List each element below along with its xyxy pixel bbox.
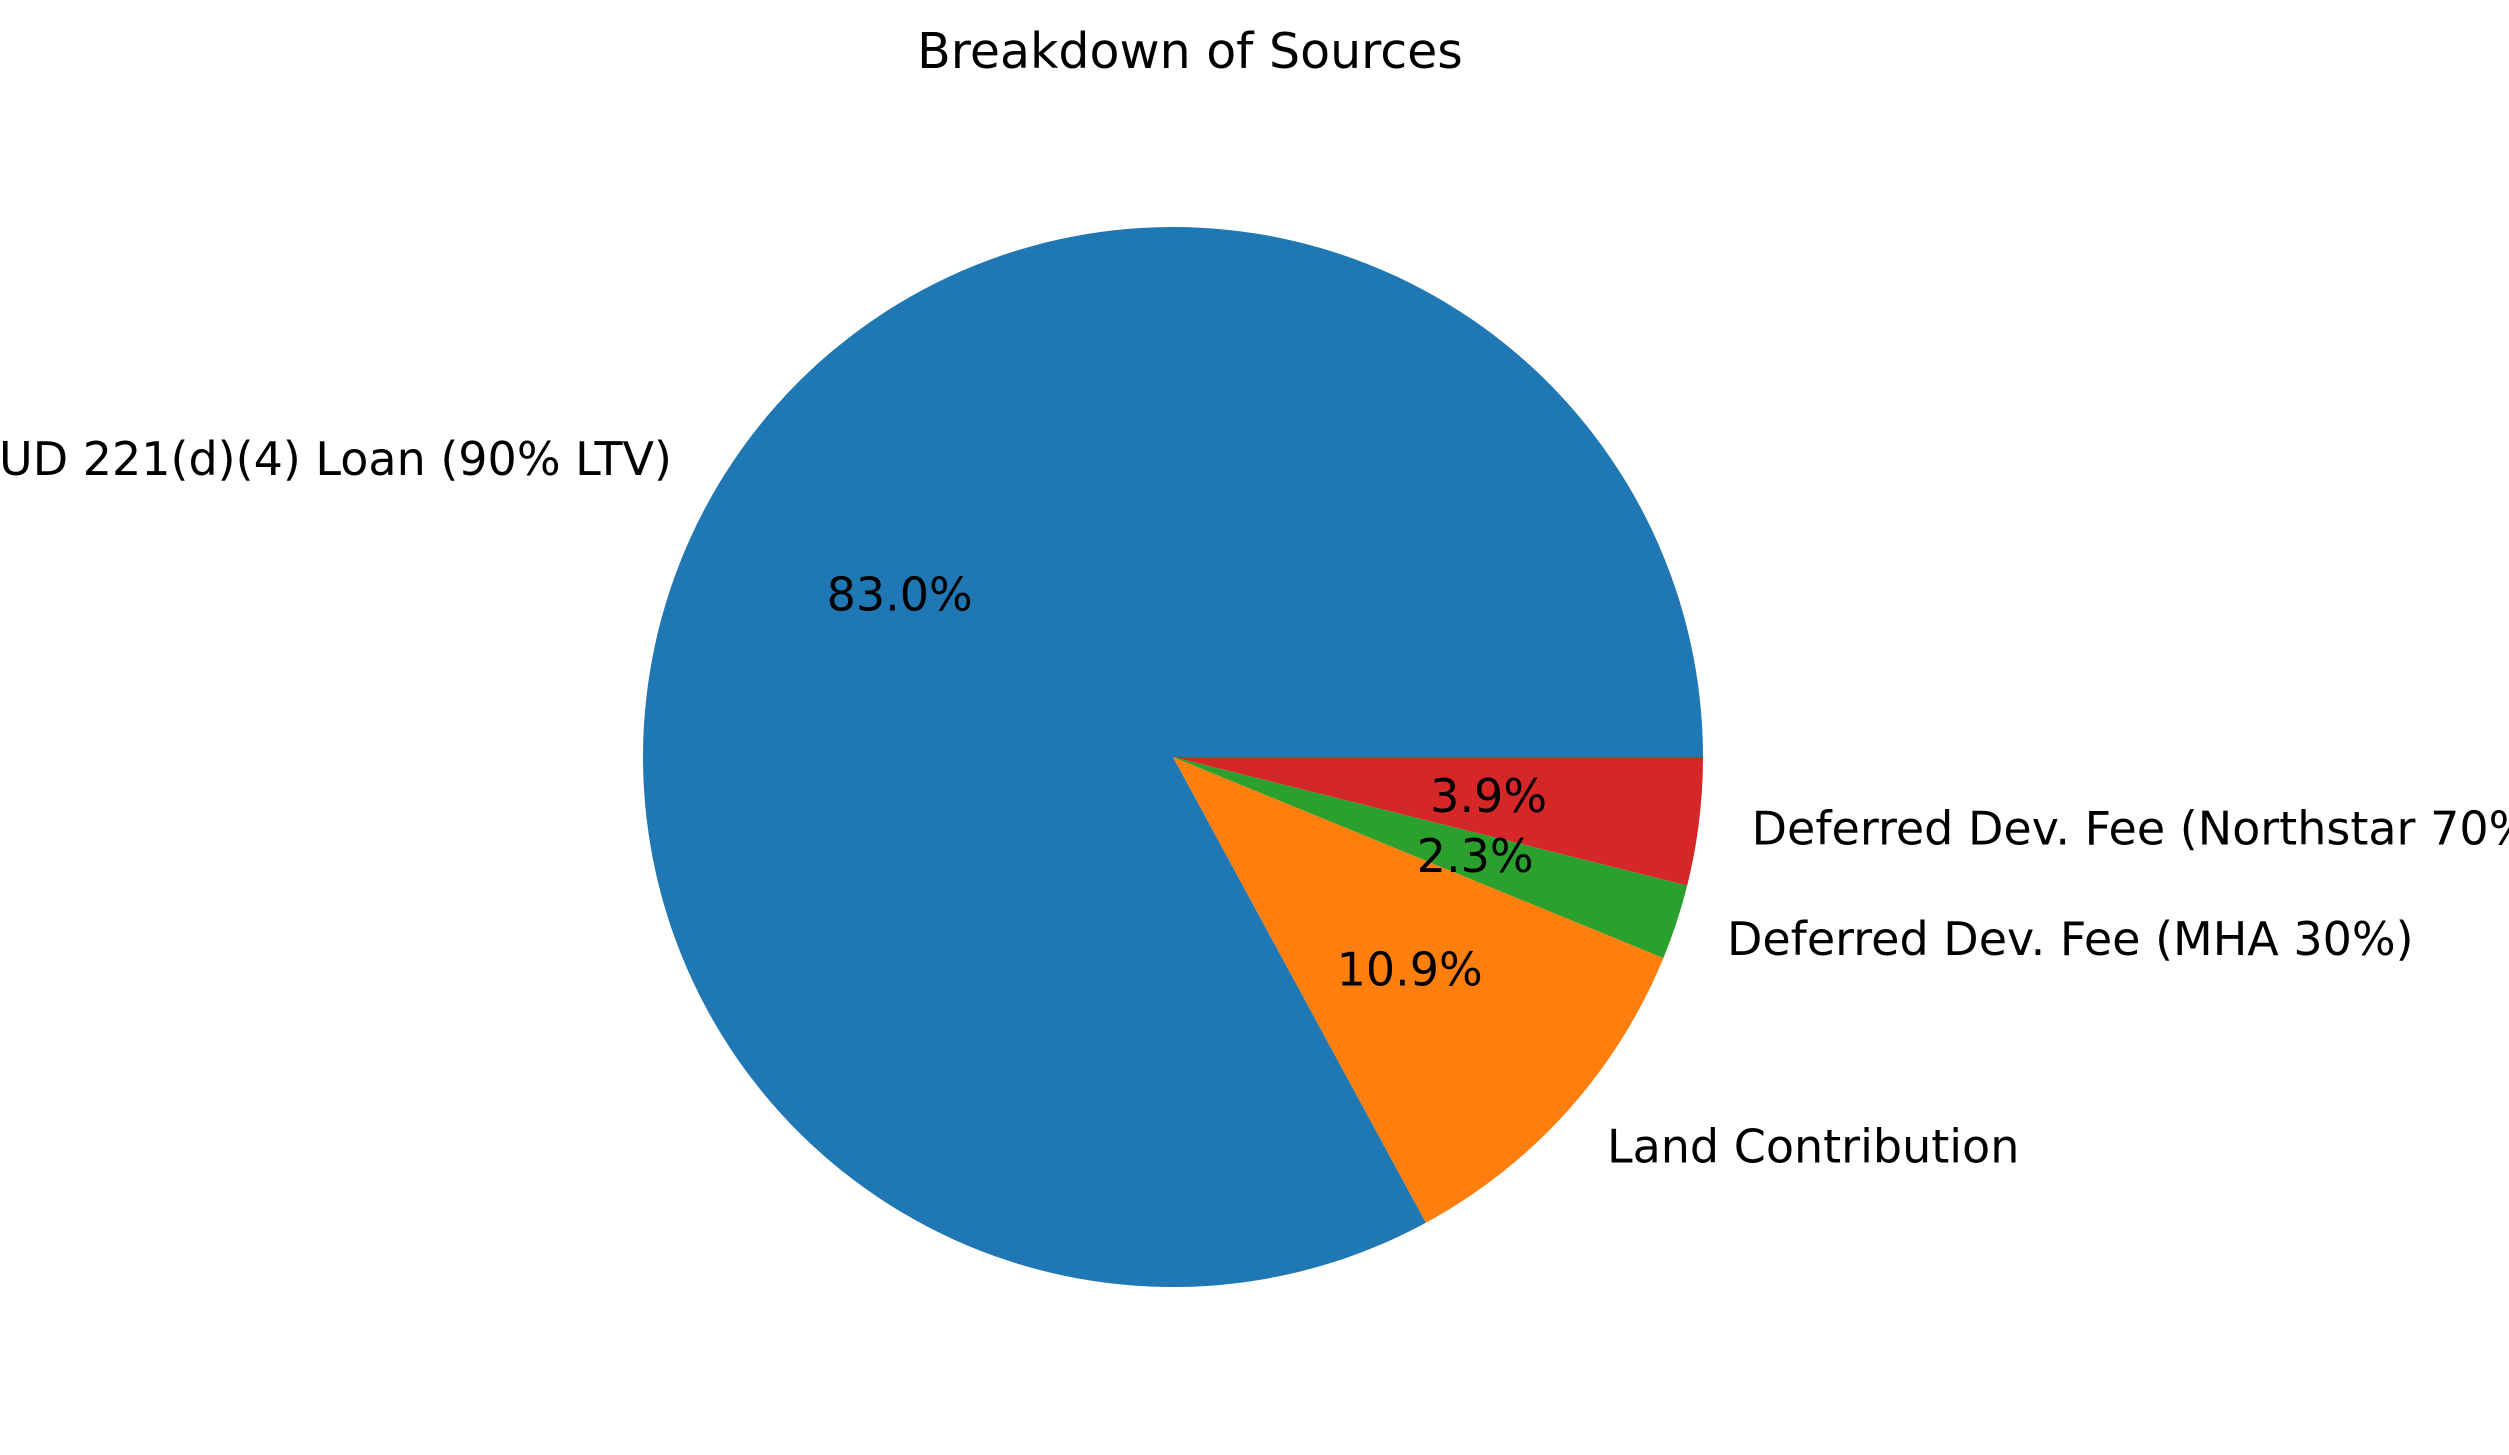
- slice-label-2: Deferred Dev. Fee (MHA 30%): [1727, 912, 2414, 966]
- pie-slice-0: [642, 227, 1703, 1288]
- pct-label-3: 3.9%: [1430, 769, 1547, 823]
- slice-label-0: HUD 221(d)(4) Loan (90% LTV): [0, 432, 672, 486]
- pie-slice-1: [1173, 757, 1664, 1223]
- pie-slices-group: [642, 227, 1703, 1288]
- pct-label-2: 2.3%: [1417, 829, 1534, 883]
- pct-label-0: 83.0%: [827, 568, 973, 622]
- slice-label-1: Land Contribution: [1607, 1119, 2019, 1173]
- pie-slice-3: [1173, 757, 1703, 886]
- pie-slice-2: [1173, 757, 1688, 959]
- pie-labels-group: HUD 221(d)(4) Loan (90% LTV) 83.0% Land Co…: [0, 432, 2509, 1173]
- pct-label-1: 10.9%: [1337, 942, 1483, 996]
- chart-title: Breakdown of Sources: [917, 23, 1463, 80]
- slice-label-3: Deferred Dev. Fee (Northstar 70%): [1752, 801, 2509, 855]
